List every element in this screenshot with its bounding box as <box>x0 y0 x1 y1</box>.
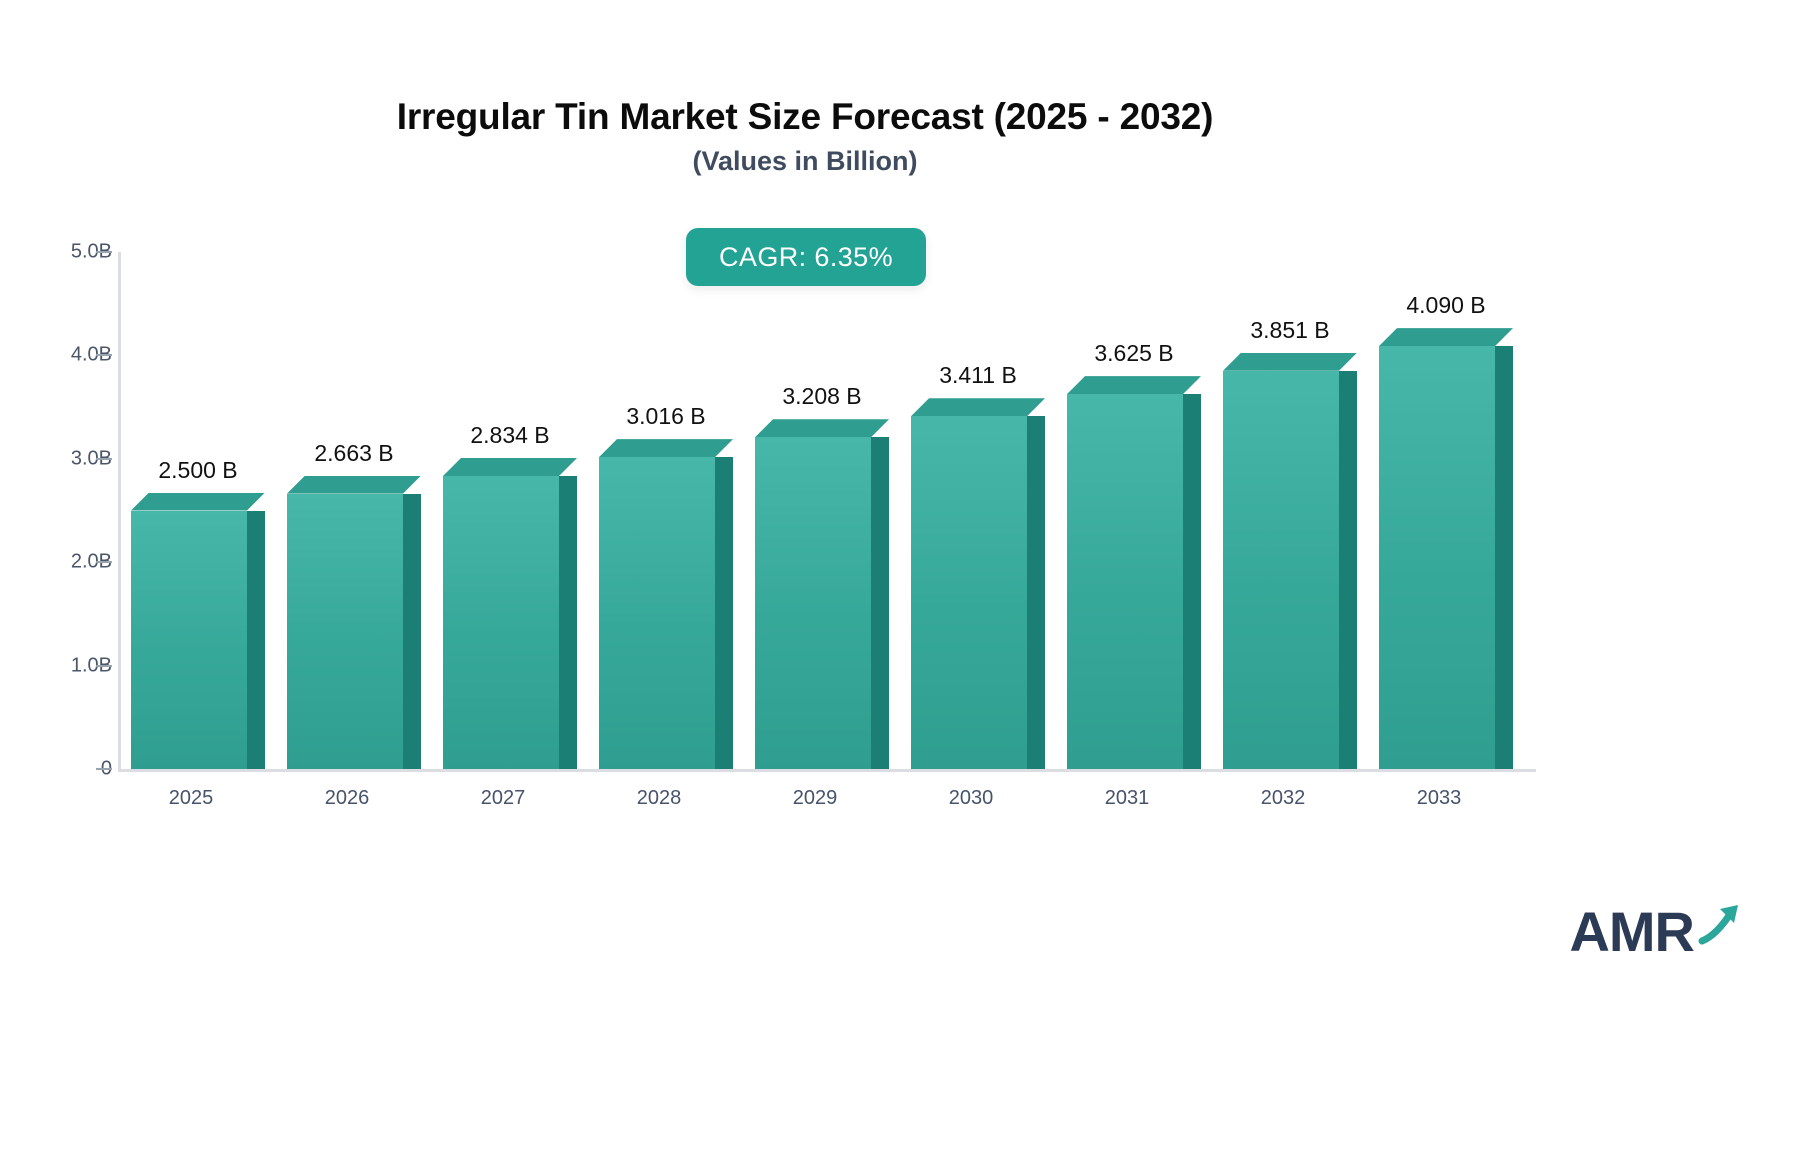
x-axis-line <box>118 769 1536 772</box>
chart-title: Irregular Tin Market Size Forecast (2025… <box>396 96 1214 137</box>
bar-side-face <box>871 437 889 769</box>
bar-side-face <box>1183 394 1201 769</box>
bar-front-face <box>599 457 715 769</box>
bar-top-face <box>443 457 577 476</box>
bar-front-face <box>1223 370 1339 769</box>
x-axis-label-2029: 2029 <box>792 787 838 809</box>
bar-value-label: 2.663 B <box>314 439 394 466</box>
x-axis-label-2032: 2032 <box>1260 787 1306 809</box>
bar-side-face <box>715 457 733 769</box>
bar-top-face <box>755 419 889 438</box>
bar-front-face <box>1379 346 1495 769</box>
y-axis-tick-mark <box>96 664 112 667</box>
x-axis-label-2026: 2026 <box>324 787 370 809</box>
chart-subtitle: (Values in Billion) <box>692 146 918 176</box>
bar-2033 <box>1379 328 1513 769</box>
bar-value-label: 2.834 B <box>470 421 550 448</box>
y-axis-line <box>118 252 121 770</box>
bar-side-face <box>559 475 577 769</box>
bar-top-face <box>1379 328 1513 347</box>
bar-value-label: 2.500 B <box>158 456 238 483</box>
y-axis-tick-label: 5.0B <box>70 240 112 263</box>
bar-2030 <box>911 398 1045 769</box>
bar-value-label: 3.625 B <box>1094 340 1174 367</box>
x-axis-label-2025: 2025 <box>168 787 214 809</box>
y-axis-tick-mark <box>96 561 112 564</box>
bar-value-label: 3.851 B <box>1250 316 1330 343</box>
x-axis-label-2033: 2033 <box>1416 787 1462 809</box>
y-axis-tick-label: 3.0B <box>70 447 112 470</box>
amr-logo: AMR <box>1569 901 1744 960</box>
y-axis-tick-label: 2.0B <box>70 550 112 573</box>
bar-2025 <box>131 492 265 769</box>
bar-top-face <box>599 439 733 458</box>
bar-2026 <box>287 475 421 769</box>
amr-logo-text: AMR <box>1569 900 1695 963</box>
bar-front-face <box>1067 394 1183 769</box>
y-axis-tick-label: 1.0B <box>70 654 112 677</box>
y-axis-tick-mark <box>96 354 112 357</box>
bar-front-face <box>443 475 559 769</box>
cagr-badge: CAGR: 6.35% <box>686 228 926 286</box>
bar-front-face <box>755 437 871 769</box>
bar-2027 <box>443 457 577 769</box>
bar-front-face <box>131 510 247 769</box>
up-right-arrow-icon <box>1698 901 1744 952</box>
bar-2028 <box>599 439 733 769</box>
bar-front-face <box>911 416 1027 769</box>
bar-top-face <box>1223 352 1357 371</box>
bar-side-face <box>1027 416 1045 769</box>
y-axis-tick-mark <box>96 457 112 460</box>
y-axis-tick-mark <box>96 251 112 253</box>
y-axis-tick-label: 4.0B <box>70 343 112 366</box>
bar-top-face <box>131 492 265 511</box>
y-axis-tick-mark <box>96 768 112 770</box>
bar-side-face <box>403 493 421 769</box>
bar-value-label: 4.090 B <box>1406 292 1486 319</box>
bar-side-face <box>1495 346 1513 769</box>
bar-value-label: 3.016 B <box>626 403 706 430</box>
bar-2029 <box>755 419 889 769</box>
bar-2032 <box>1223 352 1357 769</box>
x-axis-label-2027: 2027 <box>480 787 526 809</box>
bar-top-face <box>287 475 421 494</box>
bar-top-face <box>1067 376 1201 395</box>
x-axis-label-2030: 2030 <box>948 787 994 809</box>
cagr-badge-label: CAGR: 6.35% <box>719 241 893 272</box>
x-axis-label-2031: 2031 <box>1104 787 1150 809</box>
bar-2031 <box>1067 376 1201 769</box>
x-axis-label-2028: 2028 <box>636 787 682 809</box>
bar-value-label: 3.208 B <box>782 383 862 410</box>
bar-top-face <box>911 398 1045 417</box>
bar-value-label: 3.411 B <box>939 362 1017 389</box>
bar-front-face <box>287 493 403 769</box>
bar-side-face <box>1339 370 1357 769</box>
bar-side-face <box>247 510 265 769</box>
